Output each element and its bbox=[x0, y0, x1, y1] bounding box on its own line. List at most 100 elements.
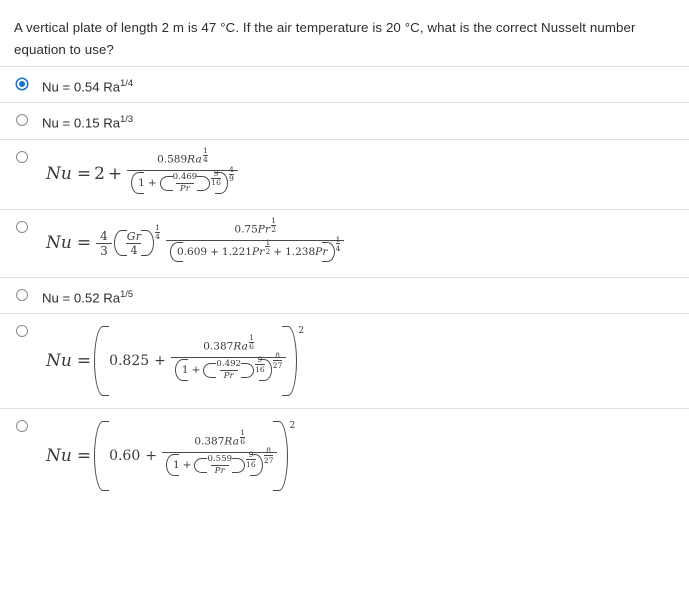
option-row[interactable]: Nu = 0.52 Ra1/5 bbox=[0, 276, 689, 313]
plus-sign: + bbox=[145, 448, 157, 465]
option-body: Nu = 2 + 0.589Ra 1 4 1 + bbox=[30, 140, 689, 209]
gr-den: 4 bbox=[126, 242, 142, 256]
option-body: Nu = 0.60 + 0.387Ra 1 6 1 + bbox=[30, 409, 689, 503]
radio-cell[interactable] bbox=[0, 67, 30, 91]
radio-cell[interactable] bbox=[0, 278, 30, 301]
inner-paren-left bbox=[159, 175, 173, 191]
option-6-equation: Nu = 0.825 + 0.387Ra 1 6 1 + bbox=[42, 322, 679, 400]
den-plus: + bbox=[191, 363, 201, 376]
exp-num: 1 bbox=[271, 215, 277, 225]
radio-cell[interactable] bbox=[0, 140, 30, 163]
option-5-label: Nu = 0.52 Ra bbox=[42, 290, 121, 306]
option-row[interactable]: Nu = 0.15 Ra1/3 bbox=[0, 102, 689, 138]
fraction-denominator: 1 + 0.492 Pr 9 16 bbox=[170, 352, 287, 384]
radio-button-option-4[interactable] bbox=[16, 220, 28, 233]
pr-ratio-den: Pr bbox=[219, 369, 238, 381]
paren-left bbox=[170, 242, 184, 263]
inner-paren-group: 0.559 Pr bbox=[194, 455, 245, 475]
option-row[interactable]: Nu = 2 + 0.589Ra 1 4 1 + bbox=[0, 138, 689, 209]
paren-left bbox=[174, 359, 188, 382]
option-1-label: Nu = 0.54 Ra bbox=[42, 79, 121, 95]
paren-right bbox=[265, 359, 272, 381]
pr-ratio-fraction: 0.492 Pr bbox=[212, 360, 245, 380]
exp-den: 4 bbox=[335, 243, 341, 253]
outer-exponent: 8 27 bbox=[263, 446, 274, 465]
radio-cell[interactable] bbox=[0, 409, 30, 433]
option-4-lhs: Nu bbox=[46, 232, 72, 253]
paren-left bbox=[131, 172, 145, 195]
exp-den: 9 bbox=[228, 173, 234, 184]
plus-sign: + bbox=[107, 163, 123, 184]
equals-sign: = bbox=[76, 232, 92, 253]
outer-power: 2 bbox=[298, 325, 305, 336]
radio-button-option-2[interactable] bbox=[16, 114, 28, 127]
radio-button-option-7[interactable] bbox=[16, 420, 28, 433]
exp-den: 27 bbox=[272, 360, 283, 370]
exp-num: 1 bbox=[265, 237, 271, 247]
option-7-lhs: Nu bbox=[46, 445, 72, 466]
pr-ratio-fraction: 0.559 Pr bbox=[203, 455, 236, 475]
den-plus: + bbox=[147, 177, 157, 190]
inner-paren-right bbox=[203, 176, 210, 191]
inner-paren-right bbox=[238, 458, 245, 473]
outer-paren-group: 0.60 + 0.387Ra 1 6 1 + bbox=[94, 421, 295, 492]
coef-den: 3 bbox=[96, 242, 112, 257]
radio-button-option-5[interactable] bbox=[16, 288, 28, 301]
coefficient-fraction: 4 3 bbox=[96, 230, 112, 257]
option-row[interactable]: Nu = 0.60 + 0.387Ra 1 6 1 + bbox=[0, 408, 689, 503]
radio-cell[interactable] bbox=[0, 210, 30, 233]
numerator-variable: Ra bbox=[233, 340, 249, 353]
exp-num: 1 bbox=[249, 332, 254, 342]
paren-right bbox=[328, 242, 335, 262]
numerator-coefficient: 0.387 bbox=[203, 340, 234, 353]
pr-ratio-fraction: 0.469 Pr bbox=[169, 173, 202, 193]
equals-sign: = bbox=[76, 445, 92, 466]
radio-button-option-3[interactable] bbox=[16, 150, 28, 163]
option-2-equation: Nu = 0.15 Ra1/3 bbox=[42, 111, 679, 130]
question-text: A vertical plate of length 2 m is 47 °C.… bbox=[14, 20, 636, 57]
numerator-variable: Ra bbox=[224, 435, 240, 448]
option-row[interactable]: Nu = 0.825 + 0.387Ra 1 6 1 + bbox=[0, 313, 689, 408]
option-3-equation: Nu = 2 + 0.589Ra 1 4 1 + bbox=[42, 145, 679, 201]
exp-num: 1 bbox=[202, 145, 208, 155]
option-5-equation: Nu = 0.52 Ra1/5 bbox=[42, 286, 679, 305]
exp-num: 8 bbox=[266, 446, 272, 456]
exp-num: 4 bbox=[228, 164, 234, 174]
equals-sign: = bbox=[76, 163, 92, 184]
gr-num: Gr bbox=[126, 229, 142, 243]
den-plus: + bbox=[182, 458, 192, 471]
gr-paren-left bbox=[113, 230, 127, 257]
coef-num: 4 bbox=[100, 228, 108, 243]
option-3-leading-term: 2 bbox=[94, 163, 105, 184]
inner-paren-left bbox=[203, 362, 217, 378]
pr-ratio-den: Pr bbox=[175, 182, 195, 194]
exp-num: 1 bbox=[240, 427, 246, 437]
exp-den: 2 bbox=[271, 224, 277, 235]
exp-den: 6 bbox=[249, 341, 254, 352]
outer-paren-right bbox=[279, 421, 288, 491]
radio-cell[interactable] bbox=[0, 103, 30, 127]
radio-button-option-6[interactable] bbox=[16, 325, 28, 338]
answer-options-list: Nu = 0.54 Ra1/4 Nu = 0.15 Ra1/3 Nu = 2 + bbox=[0, 66, 689, 503]
radio-button-option-1[interactable] bbox=[16, 78, 28, 91]
option-7-equation: Nu = 0.60 + 0.387Ra 1 6 1 + bbox=[42, 417, 679, 495]
option-7-main-fraction: 0.387Ra 1 6 1 + 0.559 Pr bbox=[161, 428, 278, 479]
inner-paren-group: 0.469 Pr bbox=[159, 173, 211, 193]
fraction-numerator: 0.387Ra 1 6 bbox=[190, 428, 249, 452]
option-2-exponent: 1/3 bbox=[120, 113, 134, 125]
outer-paren-left bbox=[94, 326, 110, 397]
radio-cell[interactable] bbox=[0, 314, 30, 338]
option-row[interactable]: Nu = 0.54 Ra1/4 bbox=[0, 66, 689, 102]
den-var-2: Pr bbox=[251, 245, 265, 258]
option-2-label: Nu = 0.15 Ra bbox=[42, 115, 121, 131]
